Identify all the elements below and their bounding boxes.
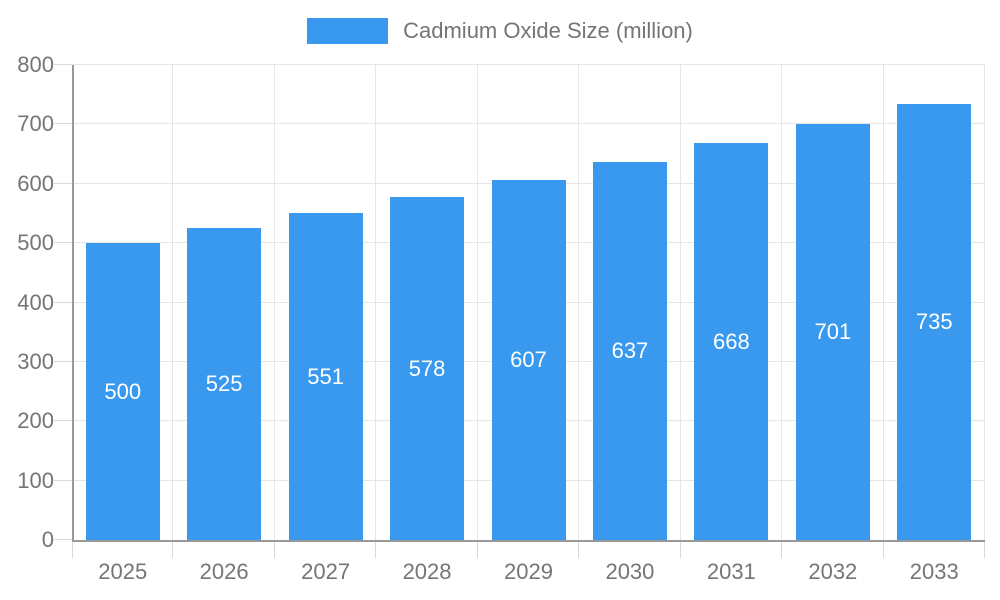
y-axis-tick	[54, 360, 72, 362]
y-axis-label: 0	[41, 527, 54, 552]
y-axis-label: 200	[17, 408, 54, 434]
x-gridline	[882, 65, 884, 540]
bar: 525	[187, 228, 262, 540]
x-axis-label: 2026	[199, 559, 249, 584]
x-gridline	[679, 65, 681, 540]
y-gridline	[72, 123, 985, 125]
y-axis-label: 100	[17, 467, 54, 493]
x-axis-tick	[375, 540, 377, 558]
bar-value-label: 735	[915, 309, 953, 334]
x-gridline	[375, 65, 377, 540]
x-axis-tick	[476, 540, 478, 558]
x-axis-label: 2027	[301, 559, 351, 584]
y-axis-label: 600	[17, 170, 54, 196]
y-axis-tick	[54, 64, 72, 65]
y-axis-label: 300	[17, 348, 54, 374]
y-gridline	[72, 64, 985, 65]
x-gridline	[984, 65, 985, 540]
x-gridline	[476, 65, 478, 540]
y-axis-tick	[54, 301, 72, 303]
y-axis-label: 400	[17, 289, 54, 315]
bar-value-label: 607	[510, 347, 547, 372]
bar: 637	[592, 162, 667, 540]
bar: 551	[288, 213, 363, 540]
bar: 500	[85, 243, 160, 540]
y-axis-label: 500	[17, 230, 54, 256]
bar-value-label: 668	[713, 328, 750, 354]
x-axis-tick	[578, 540, 580, 558]
bar: 701	[795, 124, 870, 540]
y-axis-tick	[54, 479, 72, 481]
x-gridline	[273, 65, 275, 540]
x-gridline	[578, 65, 580, 540]
legend-label: Cadmium Oxide Size (million)	[403, 18, 693, 43]
x-axis-tick	[172, 540, 174, 558]
y-axis-tick	[54, 123, 72, 125]
x-axis-label: 2031	[706, 559, 756, 584]
x-axis-tick	[273, 540, 275, 558]
x-axis-tick	[679, 540, 681, 558]
bar-value-label: 551	[307, 363, 344, 389]
bar-value-label: 525	[205, 371, 243, 396]
x-gridline	[781, 65, 783, 540]
x-axis-label: 2028	[402, 559, 452, 584]
bar: 607	[491, 180, 566, 540]
y-axis-label: 800	[17, 52, 54, 77]
bar: 668	[694, 143, 769, 540]
y-axis-label: 700	[17, 111, 54, 137]
bar-value-label: 500	[104, 378, 142, 404]
x-axis-tick	[882, 540, 884, 558]
bar: 578	[390, 197, 465, 540]
bar-value-label: 578	[408, 355, 446, 381]
y-axis-tick	[54, 242, 72, 244]
bar-value-label: 701	[814, 319, 852, 344]
y-axis-line	[72, 65, 74, 542]
x-axis-label: 2029	[504, 559, 553, 584]
x-axis-label: 2030	[605, 559, 655, 584]
y-axis-tick	[54, 182, 72, 184]
x-axis-tick	[984, 540, 985, 558]
y-axis-tick	[54, 420, 72, 422]
x-axis-label: 2033	[909, 559, 959, 584]
x-gridline	[172, 65, 174, 540]
x-axis-label: 2032	[808, 559, 858, 584]
y-axis-tick	[54, 539, 72, 540]
x-axis-label: 2025	[98, 559, 148, 584]
x-axis-line	[72, 540, 985, 542]
legend[interactable]: Cadmium Oxide Size (million)	[0, 17, 1000, 45]
legend-swatch-icon	[307, 18, 389, 44]
x-axis-tick	[781, 540, 783, 558]
bar: 735	[897, 104, 972, 540]
x-axis-tick	[72, 540, 73, 558]
bar-value-label: 637	[611, 338, 649, 363]
